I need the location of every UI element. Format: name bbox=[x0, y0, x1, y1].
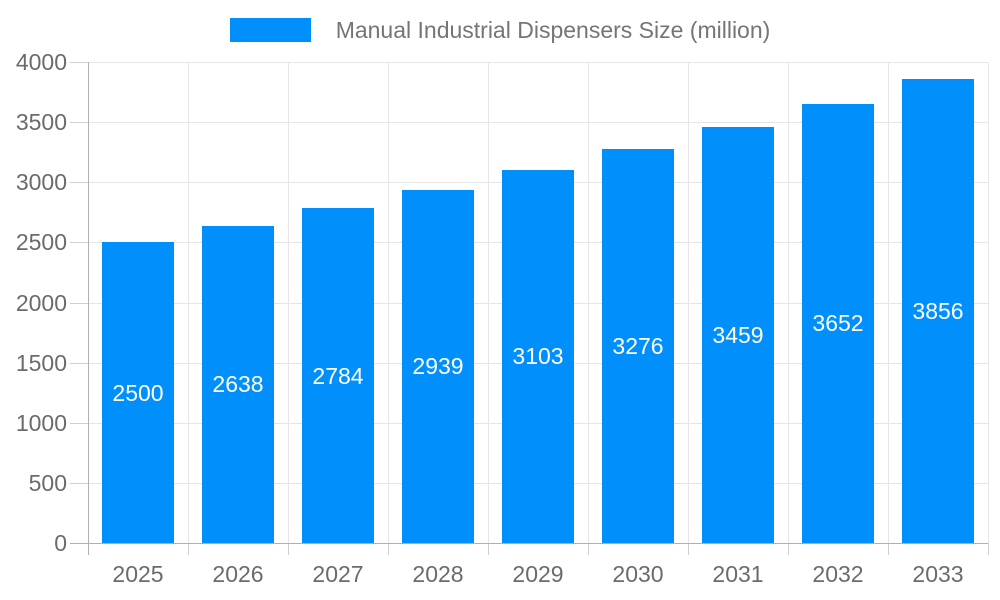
x-tick-label: 2026 bbox=[212, 561, 264, 587]
legend[interactable]: Manual Industrial Dispensers Size (milli… bbox=[0, 16, 1000, 44]
x-gridline bbox=[488, 62, 489, 543]
y-axis-tick bbox=[70, 482, 88, 484]
bar[interactable] bbox=[202, 225, 274, 543]
y-tick-label: 2500 bbox=[15, 229, 67, 256]
y-tick-label: 4000 bbox=[15, 49, 67, 75]
x-tick-label: 2028 bbox=[412, 561, 464, 587]
bar-value-label: 2500 bbox=[112, 379, 164, 406]
bar-value-label: 2939 bbox=[412, 353, 464, 380]
x-axis-tick bbox=[788, 543, 789, 555]
x-axis-tick bbox=[288, 543, 289, 555]
bar[interactable] bbox=[502, 169, 574, 543]
x-axis-tick bbox=[488, 543, 489, 555]
bar-value-label: 3103 bbox=[512, 343, 564, 370]
x-axis-line bbox=[70, 543, 988, 544]
y-axis-tick bbox=[70, 302, 88, 304]
x-tick-label: 2025 bbox=[112, 561, 164, 587]
y-axis-tick bbox=[70, 62, 88, 63]
x-axis-tick bbox=[888, 543, 889, 555]
bar[interactable] bbox=[102, 242, 174, 543]
y-tick-label: 2000 bbox=[15, 289, 67, 316]
legend-swatch-icon bbox=[229, 18, 311, 42]
y-axis-tick bbox=[70, 122, 88, 124]
x-tick-label: 2031 bbox=[712, 561, 764, 587]
y-axis-tick bbox=[70, 362, 88, 364]
bar-value-label: 2638 bbox=[212, 371, 264, 398]
y-axis-line bbox=[88, 62, 89, 555]
y-axis-tick bbox=[70, 182, 88, 184]
bar-value-label: 3276 bbox=[612, 333, 664, 360]
x-axis-tick bbox=[988, 543, 989, 555]
x-axis-tick bbox=[588, 543, 589, 555]
x-axis-tick bbox=[188, 543, 189, 555]
y-gridline bbox=[88, 122, 988, 124]
y-tick-label: 1500 bbox=[15, 349, 67, 376]
y-gridline bbox=[88, 62, 988, 63]
x-tick-label: 2033 bbox=[912, 561, 964, 587]
x-gridline bbox=[888, 62, 889, 543]
x-gridline bbox=[688, 62, 689, 543]
bar[interactable] bbox=[402, 189, 474, 543]
y-tick-label: 0 bbox=[54, 530, 67, 556]
y-tick-label: 3000 bbox=[15, 169, 67, 196]
y-tick-label: 500 bbox=[28, 469, 67, 496]
x-gridline bbox=[788, 62, 789, 543]
y-tick-label: 1000 bbox=[15, 409, 67, 436]
x-tick-label: 2030 bbox=[612, 561, 664, 587]
x-gridline bbox=[388, 62, 389, 543]
y-axis-tick bbox=[70, 242, 88, 244]
legend-label: Manual Industrial Dispensers Size (milli… bbox=[335, 17, 771, 43]
x-gridline bbox=[288, 62, 289, 543]
bar-value-label: 2784 bbox=[312, 362, 364, 389]
bar-value-label: 3652 bbox=[812, 310, 864, 337]
bar[interactable] bbox=[702, 127, 774, 543]
x-gridline bbox=[588, 62, 589, 543]
bar[interactable] bbox=[302, 208, 374, 543]
bar-value-label: 3459 bbox=[712, 322, 764, 349]
x-axis-tick bbox=[688, 543, 689, 555]
bar[interactable] bbox=[902, 79, 974, 543]
x-gridline bbox=[988, 62, 989, 543]
x-axis-tick bbox=[388, 543, 389, 555]
x-tick-label: 2032 bbox=[812, 561, 864, 587]
y-tick-label: 3500 bbox=[15, 109, 67, 136]
y-axis-tick bbox=[70, 422, 88, 424]
bar-value-label: 3856 bbox=[912, 298, 964, 325]
x-gridline bbox=[188, 62, 189, 543]
bar[interactable] bbox=[802, 103, 874, 543]
bar[interactable] bbox=[602, 149, 674, 543]
x-tick-label: 2029 bbox=[512, 561, 564, 587]
x-tick-label: 2027 bbox=[312, 561, 364, 587]
